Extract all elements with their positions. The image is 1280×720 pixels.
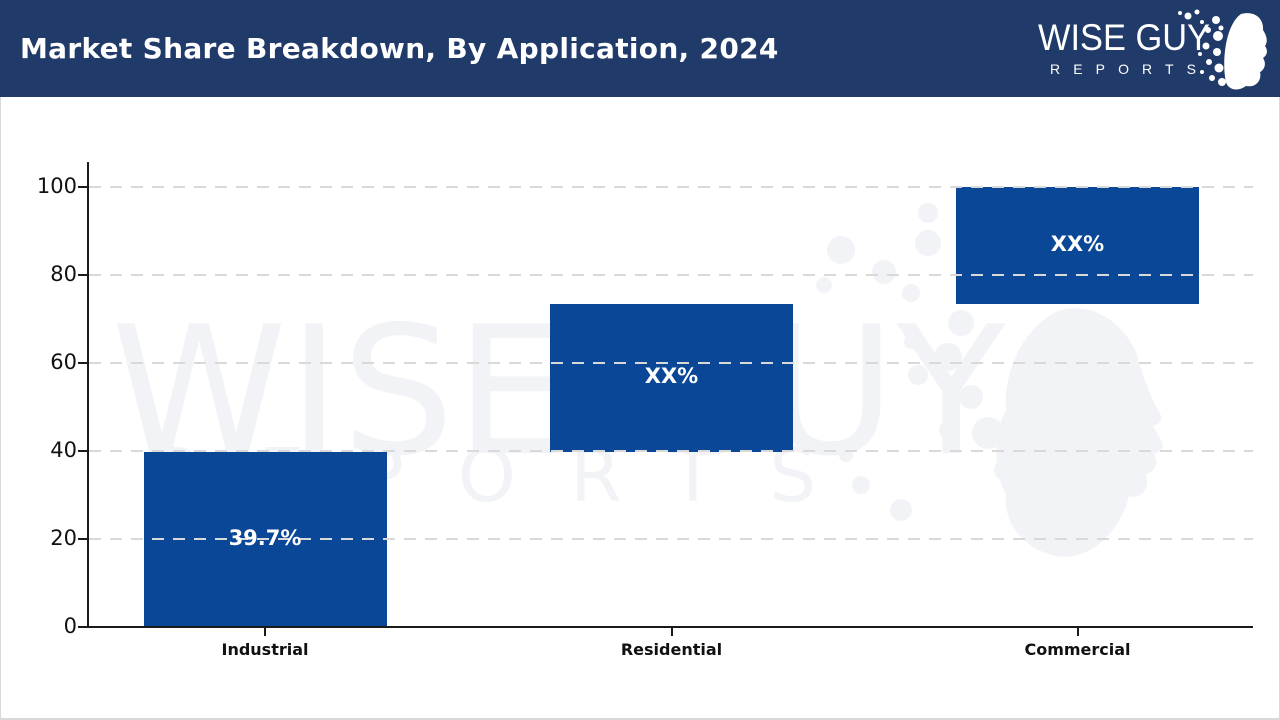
- x-tick-mark: [1076, 628, 1079, 636]
- y-tick-label: 20: [50, 526, 77, 550]
- x-axis-line: [87, 626, 1253, 628]
- y-tick-label: 60: [50, 350, 77, 374]
- y-tick-label: 40: [50, 438, 77, 462]
- logo-reports-text: REPORTS: [1050, 61, 1202, 77]
- logo-wordmark-text: WISE GUY: [1038, 17, 1210, 58]
- bar-value-label: XX%: [644, 364, 699, 389]
- x-tick-mark: [264, 628, 266, 636]
- bar-residential: [550, 304, 793, 453]
- logo-face-profile-icon: [1178, 9, 1267, 89]
- y-tick-mark: [78, 626, 87, 628]
- y-tick-mark: [78, 186, 87, 188]
- chart-area: WISE GUY REPORTS 0 20 40 60 80 100 39.7% Indust…: [0, 97, 1280, 720]
- x-category-label: Residential: [620, 640, 723, 659]
- gridline: [89, 450, 1253, 452]
- header-bar: Market Share Breakdown, By Application, …: [0, 0, 1280, 97]
- gridline: [89, 186, 1253, 188]
- x-category-label: Industrial: [221, 640, 309, 659]
- y-axis-line: [87, 162, 89, 628]
- gridline: [89, 538, 1253, 540]
- y-tick-mark: [78, 274, 87, 276]
- bar-value-label: 39.7%: [228, 525, 302, 550]
- y-tick-label: 80: [50, 262, 77, 286]
- x-tick-mark: [670, 628, 673, 636]
- wise-guy-reports-logo: WISE GUY REPORTS: [1038, 9, 1267, 89]
- bar-value-label: XX%: [1050, 231, 1105, 256]
- page-title: Market Share Breakdown, By Application, …: [20, 32, 779, 65]
- bar-commercial: [956, 187, 1199, 305]
- y-tick-mark: [78, 362, 87, 364]
- y-tick-mark: [78, 538, 87, 540]
- gridline: [89, 362, 1253, 364]
- x-category-label: Commercial: [1024, 640, 1131, 659]
- y-tick-label: 0: [63, 614, 77, 638]
- y-tick-mark: [78, 450, 87, 452]
- y-tick-label: 100: [36, 174, 77, 198]
- watermark-face-icon: [816, 203, 1164, 557]
- gridline: [89, 274, 1253, 276]
